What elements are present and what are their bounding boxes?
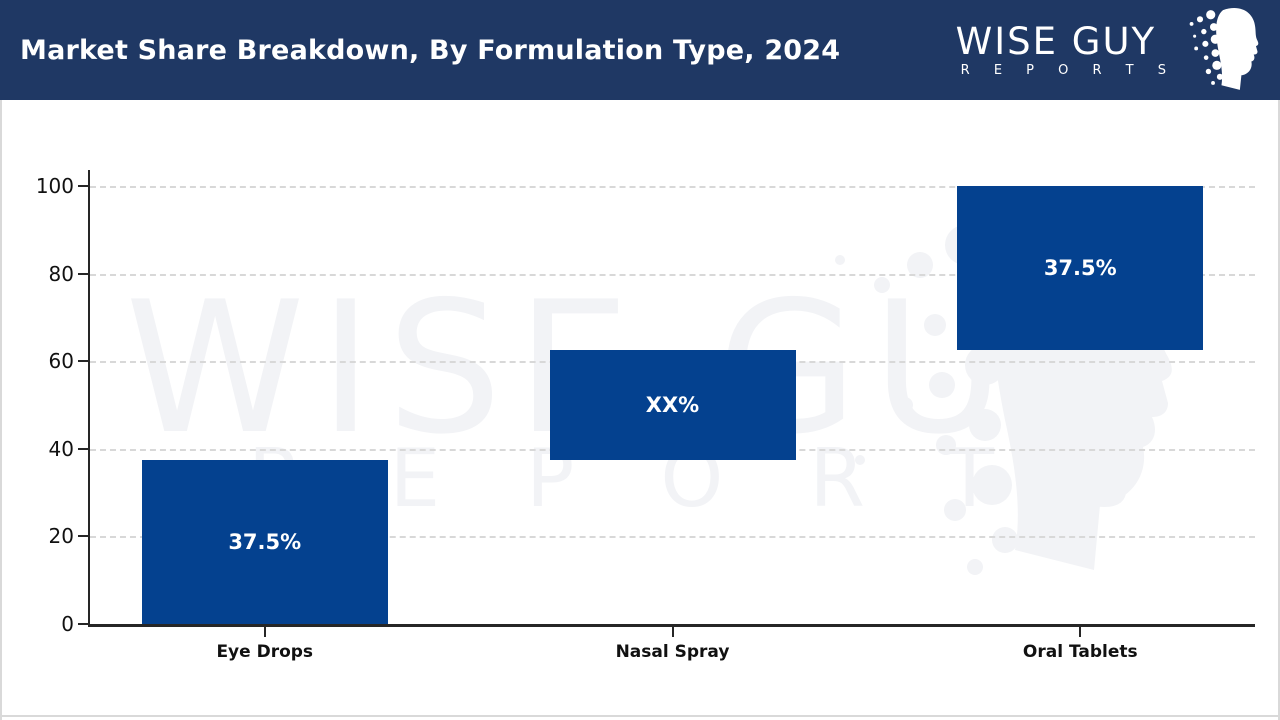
x-tick-mark	[263, 627, 266, 637]
canvas-border-bottom	[0, 715, 1280, 717]
y-tick-mark	[78, 185, 88, 187]
x-category-label: Oral Tablets	[1022, 642, 1138, 662]
brand-name: WISE GUY	[955, 19, 1157, 63]
gridline	[90, 273, 1255, 276]
bar: XX%	[549, 350, 796, 460]
y-tick-label: 40	[48, 436, 74, 461]
canvas-border-left	[0, 100, 2, 720]
bar-value-label: 37.5%	[1043, 256, 1117, 281]
gridline	[90, 536, 1255, 539]
y-tick-label: 0	[61, 612, 74, 636]
brand-logo-text: WISE GUY R E P O R T S	[956, 23, 1176, 78]
y-tick-label: 80	[48, 261, 74, 286]
brand-face-icon	[1189, 8, 1259, 90]
canvas-border-right	[1278, 100, 1280, 720]
gridline	[90, 186, 1255, 188]
x-tick-mark	[671, 627, 674, 637]
y-tick-mark	[78, 623, 88, 625]
x-category-label: Nasal Spray	[615, 642, 730, 662]
y-tick-mark	[78, 447, 88, 450]
y-tick-mark	[78, 272, 88, 275]
y-tick-mark	[78, 535, 88, 538]
y-tick-mark	[78, 360, 88, 363]
y-tick-label: 20	[48, 524, 74, 549]
header-bar: Market Share Breakdown, By Formulation T…	[0, 0, 1280, 100]
page-title: Market Share Breakdown, By Formulation T…	[20, 34, 841, 66]
y-tick-label: 60	[48, 349, 74, 374]
x-category-label: Eye Drops	[216, 642, 314, 662]
bar: 37.5%	[141, 459, 388, 624]
x-tick-mark	[1079, 627, 1082, 637]
brand-logo: WISE GUY R E P O R T S	[956, 4, 1266, 96]
y-tick-label: 100	[35, 174, 74, 198]
bar-value-label: 37.5%	[228, 529, 302, 554]
plot-area: 0 20 40 60 80 100 37.5% Eye Drops XX% Nasal Spray…	[36, 170, 1255, 662]
bar: 37.5%	[957, 186, 1204, 351]
brand-subtitle: R E P O R T S	[960, 62, 1176, 78]
bar-value-label: XX%	[645, 393, 700, 417]
